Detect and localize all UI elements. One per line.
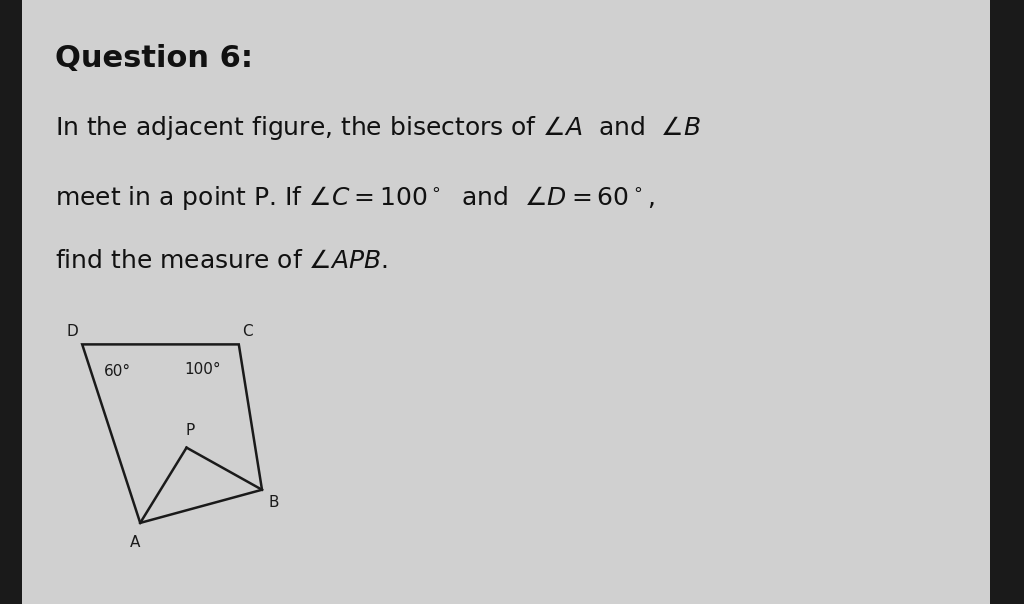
Text: B: B	[268, 495, 280, 510]
Bar	[0, 0, 22, 604]
Text: C: C	[243, 324, 253, 339]
Text: Question 6:: Question 6:	[55, 44, 253, 73]
Text: find the measure of $\angle APB$.: find the measure of $\angle APB$.	[55, 249, 388, 273]
Text: 60°: 60°	[104, 364, 131, 379]
Text: A: A	[130, 535, 140, 550]
Text: 100°: 100°	[184, 362, 221, 378]
Text: In the adjacent figure, the bisectors of $\angle A$  and  $\angle B$: In the adjacent figure, the bisectors of…	[55, 114, 701, 142]
Text: P: P	[186, 423, 196, 438]
Text: meet in a point P. If $\angle C = 100^\circ$  and  $\angle D = 60^\circ$,: meet in a point P. If $\angle C = 100^\c…	[55, 184, 655, 212]
Bar	[990, 0, 1024, 604]
Text: D: D	[67, 324, 78, 339]
